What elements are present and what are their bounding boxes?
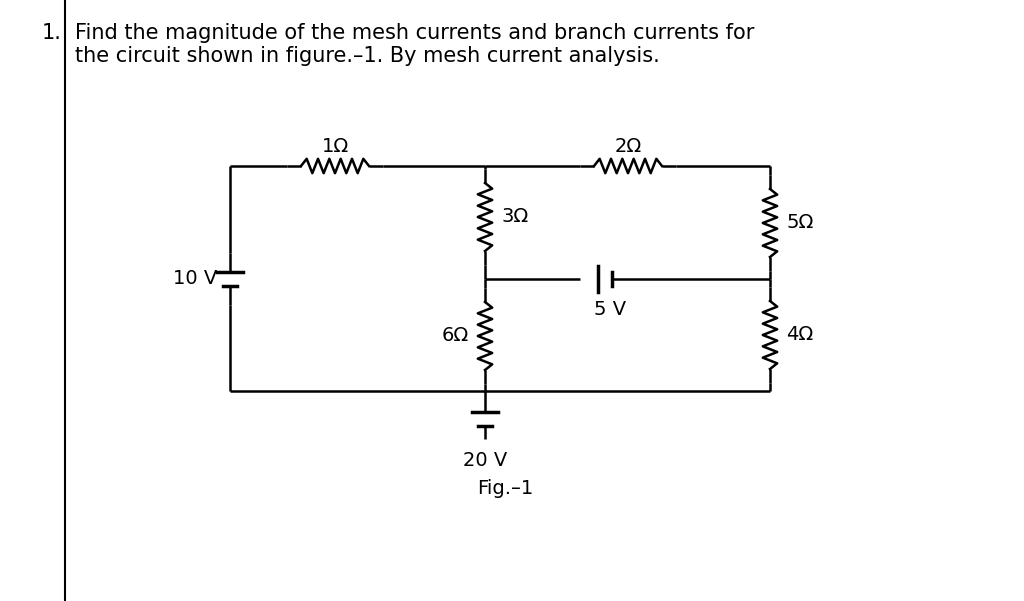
Text: 6Ω: 6Ω — [441, 326, 469, 346]
Text: 5Ω: 5Ω — [786, 213, 814, 233]
Text: 10 V: 10 V — [173, 269, 217, 288]
Text: 20 V: 20 V — [463, 451, 507, 471]
Text: Fig.–1: Fig.–1 — [477, 480, 534, 498]
Text: 1.: 1. — [42, 23, 61, 43]
Text: 1Ω: 1Ω — [322, 138, 348, 156]
Text: 4Ω: 4Ω — [786, 326, 814, 344]
Text: Find the magnitude of the mesh currents and branch currents for
the circuit show: Find the magnitude of the mesh currents … — [75, 23, 755, 66]
Text: 3Ω: 3Ω — [502, 207, 528, 227]
Text: 2Ω: 2Ω — [614, 138, 642, 156]
Text: 5 V: 5 V — [594, 300, 626, 320]
